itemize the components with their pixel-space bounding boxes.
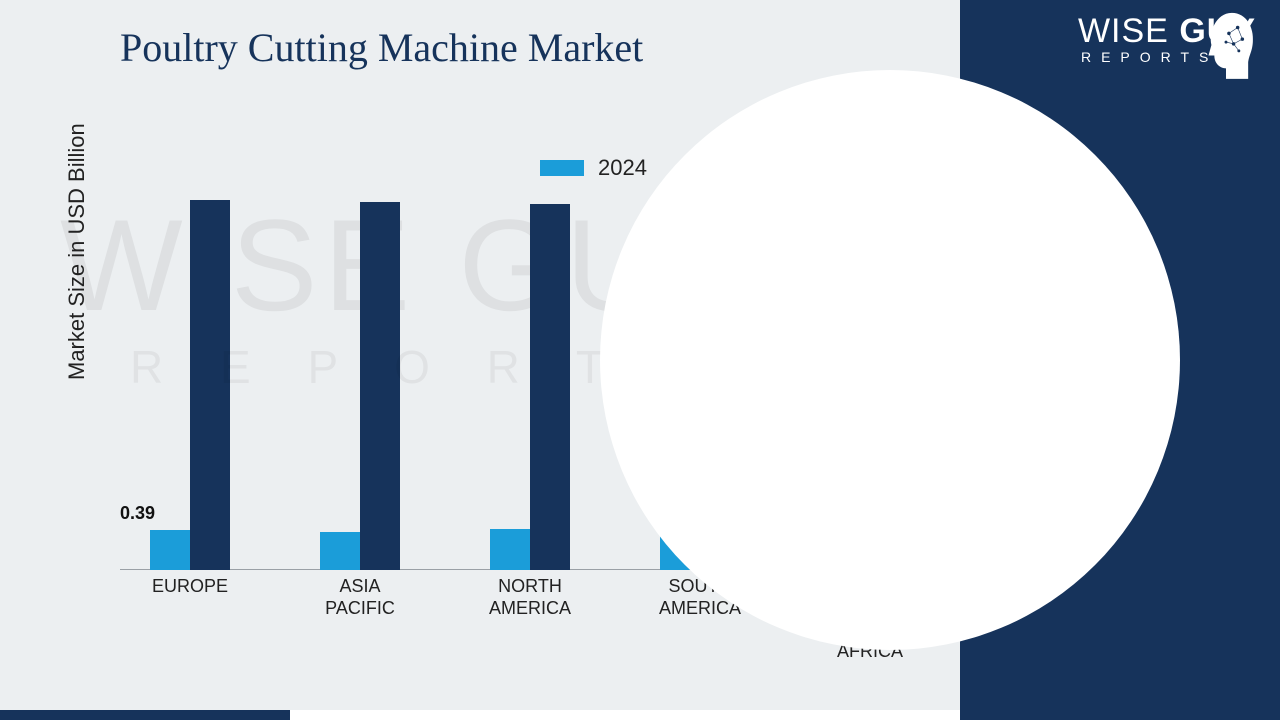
brand-logo-guy: GUY xyxy=(1179,12,1256,50)
brand-logo-wise: WISE xyxy=(1078,12,1179,50)
brand-logo-line2: REPORTS xyxy=(1078,50,1256,64)
bar-value-label: 0.39 xyxy=(120,503,155,524)
bar-2032 xyxy=(190,200,230,570)
brand-side-panel: WISE GUY REPORTS xyxy=(960,0,1280,720)
x-axis-label: ASIAPACIFIC xyxy=(290,576,430,619)
brand-logo: WISE GUY REPORTS xyxy=(1078,14,1256,64)
y-axis-label: Market Size in USD Billion xyxy=(64,123,90,380)
x-axis-label: NORTHAMERICA xyxy=(460,576,600,619)
legend-swatch-2024 xyxy=(540,160,584,176)
bar-2024 xyxy=(150,530,190,570)
bar-group xyxy=(310,202,410,570)
bar-2024 xyxy=(490,529,530,570)
brand-logo-line1: WISE GUY xyxy=(1078,14,1256,48)
legend-label-2024: 2024 xyxy=(598,155,647,181)
bar-group xyxy=(480,204,580,570)
accent-strip xyxy=(0,710,290,720)
bar-2024 xyxy=(320,532,360,570)
bar-2032 xyxy=(360,202,400,570)
x-axis-label: EUROPE xyxy=(120,576,260,598)
chart-title: Poultry Cutting Machine Market xyxy=(120,24,643,71)
bar-2032 xyxy=(530,204,570,570)
legend-item-2024: 2024 xyxy=(540,155,647,181)
